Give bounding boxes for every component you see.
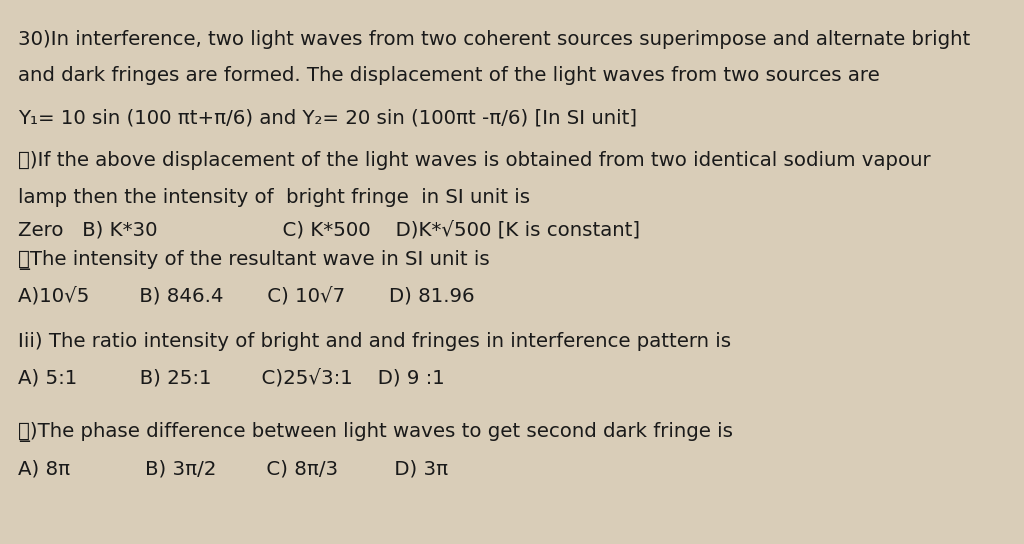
Text: 30)In interference, two light waves from two coherent sources superimpose and al: 30)In interference, two light waves from…: [18, 30, 971, 49]
Text: A) 5:1          B) 25:1        C)25√3:1    D) 9 :1: A) 5:1 B) 25:1 C)25√3:1 D) 9 :1: [18, 368, 445, 387]
Text: Iii) The ratio intensity of bright and and fringes in interference pattern is: Iii) The ratio intensity of bright and a…: [18, 332, 731, 351]
Text: ⓑ̲The intensity of the resultant wave in SI unit is: ⓑ̲The intensity of the resultant wave in…: [18, 250, 490, 270]
Text: A) 8π            B) 3π/2        C) 8π/3         D) 3π: A) 8π B) 3π/2 C) 8π/3 D) 3π: [18, 460, 449, 479]
Text: Y₁= 10 sin (100 πt+π/6) and Y₂= 20 sin (100πt -π/6) [In SI unit]: Y₁= 10 sin (100 πt+π/6) and Y₂= 20 sin (…: [18, 109, 638, 128]
Text: Zero   B) K*30                    C) K*500    D)K*√500 [K is constant]: Zero B) K*30 C) K*500 D)K*√500 [K is con…: [18, 220, 641, 239]
Text: and dark fringes are formed. The displacement of the light waves from two source: and dark fringes are formed. The displac…: [18, 66, 881, 85]
Text: Ⓝ̲)The phase difference between light waves to get second dark fringe is: Ⓝ̲)The phase difference between light wa…: [18, 422, 733, 442]
Text: A)10√5        B) 846.4       C) 10√7       D) 81.96: A)10√5 B) 846.4 C) 10√7 D) 81.96: [18, 287, 475, 306]
Text: ⓘ)If the above displacement of the light waves is obtained from two identical so: ⓘ)If the above displacement of the light…: [18, 151, 931, 170]
Text: lamp then the intensity of  bright fringe  in SI unit is: lamp then the intensity of bright fringe…: [18, 188, 530, 207]
